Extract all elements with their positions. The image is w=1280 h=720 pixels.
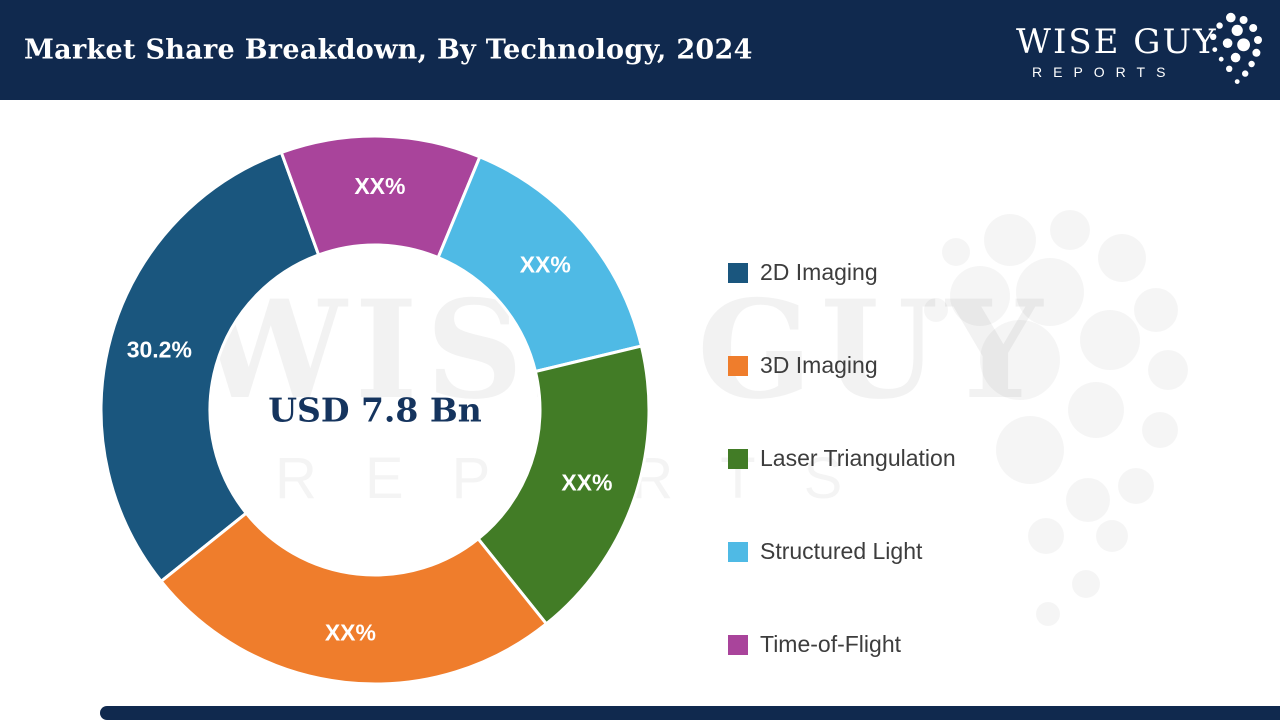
page-title: Market Share Breakdown, By Technology, 2…: [24, 34, 753, 66]
legend-swatch: [728, 262, 748, 283]
chart-legend: 2D Imaging 3D Imaging Laser Triangulatio…: [728, 259, 956, 658]
donut-center-value: USD 7.8 Bn: [268, 391, 482, 430]
donut-segment-3d-imaging: [159, 511, 548, 686]
legend-label: 3D Imaging: [760, 352, 878, 378]
legend-item-structured-light: Structured Light: [728, 538, 956, 565]
logo-subtext: REPORTS: [1032, 64, 1177, 80]
donut-chart: USD 7.8 Bn 30.2% XX% XX% XX% XX%: [80, 115, 670, 710]
legend-label: 2D Imaging: [760, 259, 878, 285]
logo-wordmark: WISE GUY: [1016, 22, 1218, 62]
legend-item-laser-triangulation: Laser Triangulation: [728, 445, 956, 472]
legend-swatch: [728, 448, 748, 469]
wiseguy-logo: WISE GUY REPORTS: [1016, 6, 1266, 94]
segment-label: XX%: [325, 620, 376, 646]
legend-swatch: [728, 355, 748, 376]
segment-label: 30.2%: [127, 337, 192, 363]
segment-label: XX%: [520, 252, 571, 278]
legend-item-2d-imaging: 2D Imaging: [728, 259, 956, 286]
segment-label: XX%: [354, 173, 405, 199]
donut-segment-laser-triangulation: [476, 344, 651, 626]
logo-head-dots-icon: [1210, 12, 1262, 84]
legend-item-time-of-flight: Time-of-Flight: [728, 631, 956, 658]
segment-label: XX%: [561, 470, 612, 496]
donut-segment-2d-imaging: [99, 150, 321, 583]
legend-label: Laser Triangulation: [760, 445, 956, 471]
footer-bar: [100, 706, 1280, 720]
legend-swatch: [728, 541, 748, 562]
legend-label: Time-of-Flight: [760, 631, 901, 657]
legend-item-3d-imaging: 3D Imaging: [728, 352, 956, 379]
watermark-head-dots: [924, 210, 1188, 626]
legend-swatch: [728, 634, 748, 655]
legend-label: Structured Light: [760, 538, 923, 564]
header-bar: Market Share Breakdown, By Technology, 2…: [0, 0, 1280, 100]
